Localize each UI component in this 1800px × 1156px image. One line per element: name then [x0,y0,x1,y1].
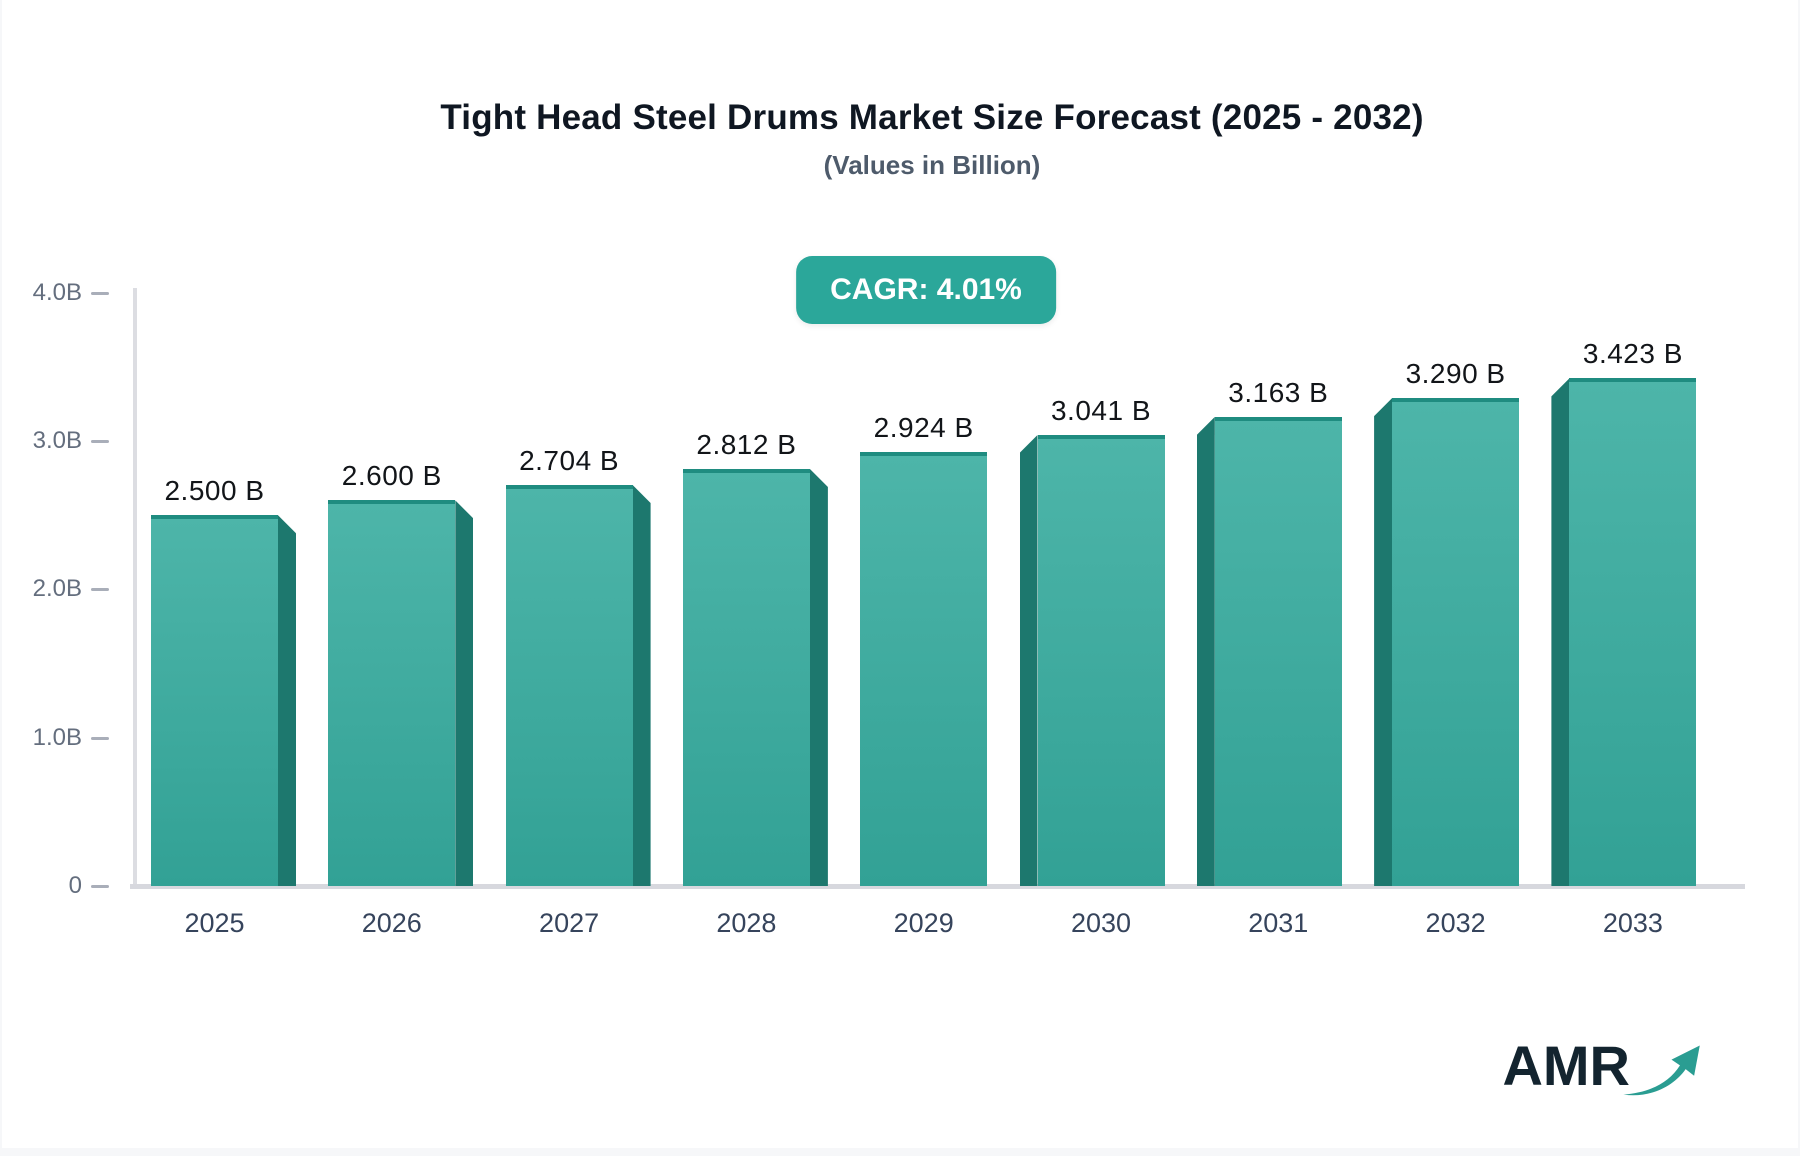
y-axis-tick [91,291,109,295]
bar-side-face [1019,435,1038,886]
bar-value-label: 3.163 B [1228,376,1329,408]
y-axis-line [133,288,137,886]
bar-value-label: 2.600 B [341,460,442,492]
bar-side-face [278,515,296,886]
chart-title: Tight Head Steel Drums Market Size Forec… [440,98,1424,137]
y-axis-label: 3.0B [32,427,82,455]
bar-value-label: 2.704 B [519,444,620,476]
bar-value-label: 2.500 B [164,475,265,507]
cagr-badge: CAGR: 4.01% [796,256,1056,324]
y-axis-tick [91,440,109,444]
y-axis-tick [91,736,109,740]
x-axis-label: 2026 [361,908,422,938]
bar-2029[interactable] [860,452,988,886]
growth-arrow-icon [1623,1045,1700,1096]
y-axis-tick [91,885,109,888]
bar-side-face [809,468,828,886]
y-axis-label: 4.0B [32,278,82,306]
bar-side-face [632,484,651,886]
x-axis-label: 2028 [716,908,777,938]
bar-2028[interactable] [682,468,810,886]
y-axis-label: 0 [68,872,82,899]
x-axis-line [130,884,1745,889]
bar-side-face [455,500,474,886]
bar-2027[interactable] [505,484,633,886]
bar-side-face [1551,378,1570,886]
amr-logo-text: AMR [1502,1034,1630,1097]
x-axis-label: 2033 [1602,908,1663,938]
bar-value-label: 2.812 B [696,428,797,460]
y-axis-tick [91,588,109,592]
bar-side-face [1374,398,1393,886]
bar-2026[interactable] [328,500,456,886]
bar-value-label: 3.041 B [1050,395,1152,427]
x-axis-label: 2031 [1248,908,1309,938]
amr-logo: AMR [1502,1036,1706,1104]
x-axis-label: 2027 [539,908,600,938]
bar-2032[interactable] [1392,398,1520,886]
bar-2025[interactable] [151,515,278,886]
y-axis-label: 2.0B [32,575,82,603]
x-axis-label: 2030 [1070,908,1132,938]
bar-2030[interactable] [1037,435,1165,886]
bar-side-face [1196,416,1215,886]
bar-2031[interactable] [1214,416,1342,886]
bar-value-label: 2.924 B [873,412,974,444]
x-axis-label: 2029 [893,908,954,938]
bar-value-label: 3.290 B [1405,358,1506,390]
x-axis-label: 2032 [1425,908,1486,938]
bar-2033[interactable] [1569,378,1697,886]
chart-subtitle: (Values in Billion) [823,150,1041,180]
bar-value-label: 3.423 B [1582,338,1683,370]
x-axis-label: 2025 [184,908,245,938]
y-axis-label: 1.0B [32,723,82,751]
